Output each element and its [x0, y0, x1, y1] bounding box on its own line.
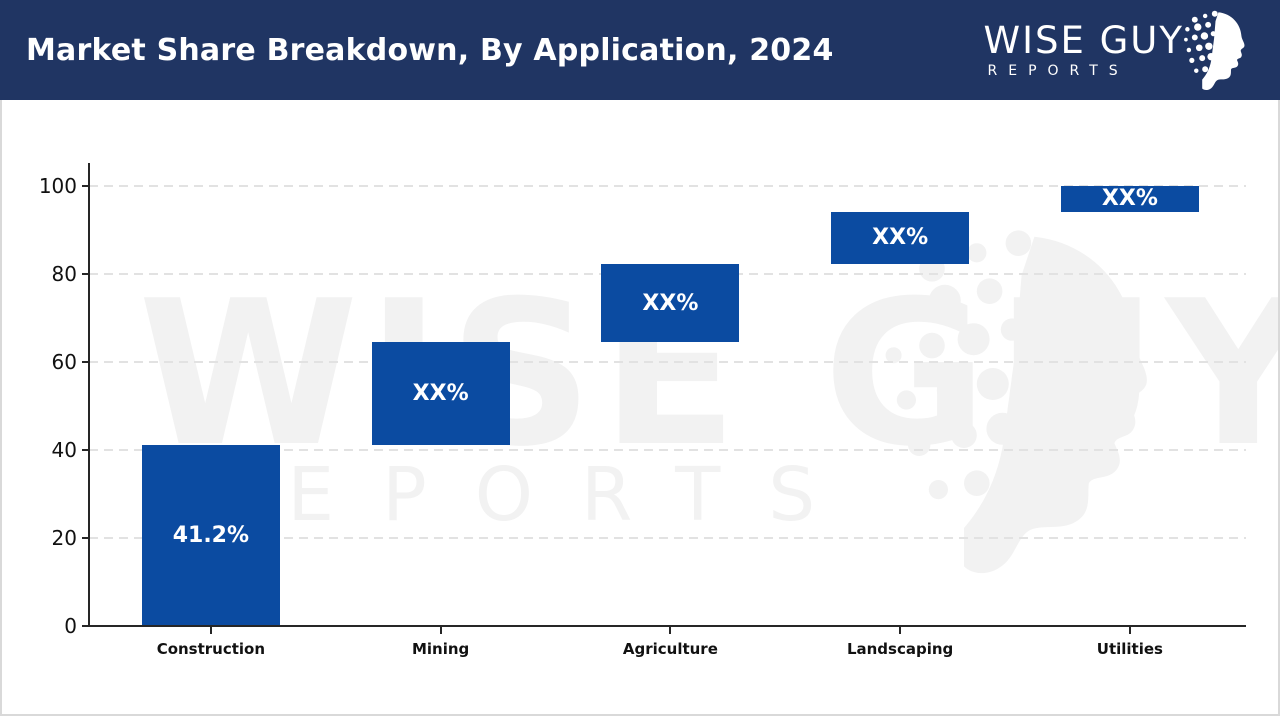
x-tick-label-agriculture: Agriculture [622, 640, 718, 658]
waterfall-bar-landscaping: XX% [831, 211, 970, 264]
waterfall-bar-mining: XX% [371, 342, 510, 445]
y-tick-label: 20 [51, 526, 77, 550]
waterfall-bar-construction: 41.2% [141, 444, 280, 626]
watermark-wordmark-line2: REPORTS [188, 452, 864, 538]
bar-value-label: XX% [872, 225, 929, 251]
y-tick-label: 40 [51, 438, 77, 462]
x-tick-label-mining: Mining [411, 640, 470, 658]
y-tick [82, 361, 89, 363]
bar-value-label: XX% [642, 290, 699, 316]
y-tick [82, 273, 89, 275]
x-tick [1128, 626, 1131, 634]
y-tick-label: 80 [51, 262, 77, 286]
y-tick [82, 449, 89, 451]
bar-value-label: XX% [1101, 186, 1158, 212]
frame-border-right [1278, 100, 1280, 716]
y-tick-label: 60 [51, 350, 77, 374]
gridline-y100 [89, 185, 1246, 187]
logo-wordmark-line1: WISE GUY [983, 19, 1184, 62]
logo-wordmark-line2: REPORTS [987, 63, 1129, 79]
header-bar: Market Share Breakdown, By Application, … [0, 0, 1280, 100]
x-tick [669, 626, 672, 634]
x-tick [439, 626, 442, 634]
frame-border-bottom [0, 714, 1280, 716]
logo-wordmark: WISE GUY REPORTS [983, 19, 1184, 80]
dotted-head-icon [1184, 10, 1245, 91]
y-tick-label: 0 [64, 614, 77, 638]
x-axis-line [88, 625, 1246, 627]
page-title: Market Share Breakdown, By Application, … [26, 32, 834, 68]
gridline-y40 [89, 449, 1246, 451]
bar-value-label: XX% [412, 380, 469, 406]
y-axis-line [88, 163, 90, 627]
waterfall-bar-utilities: XX% [1060, 186, 1199, 212]
y-tick [82, 625, 89, 627]
x-tick-label-construction: Construction [156, 640, 266, 658]
frame-border-left [0, 100, 2, 716]
brand-logo: WISE GUY REPORTS [984, 8, 1254, 92]
bar-value-label: 41.2% [172, 522, 250, 548]
x-tick-label-utilities: Utilities [1096, 640, 1163, 658]
x-tick [209, 626, 212, 634]
y-tick-label: 100 [38, 174, 77, 198]
x-tick [899, 626, 902, 634]
waterfall-bar-agriculture: XX% [601, 263, 740, 343]
x-tick-label-landscaping: Landscaping [846, 640, 954, 658]
y-tick [82, 185, 89, 187]
gridline-y20 [89, 537, 1246, 539]
y-tick [82, 537, 89, 539]
gridline-y60 [89, 361, 1246, 363]
